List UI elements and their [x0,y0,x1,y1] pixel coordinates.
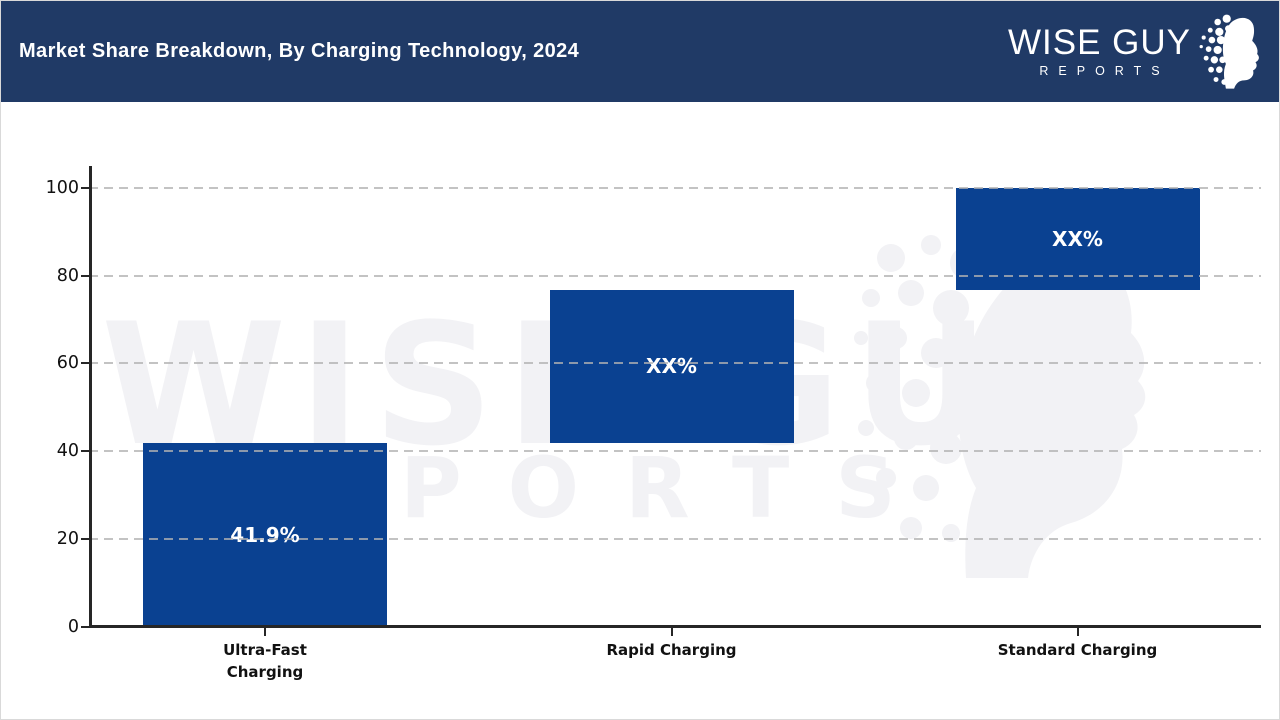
y-tick-label: 0 [67,616,79,637]
bar-value-label: XX% [1052,227,1103,252]
y-tick-label: 60 [56,353,79,374]
bar-value-label: 41.9% [230,522,300,547]
y-tick-label: 20 [56,528,79,549]
y-tick-label: 40 [56,441,79,462]
x-tick-mark [264,628,266,636]
y-tick-label: 80 [56,265,79,286]
x-axis-line [89,625,1261,628]
gridline-100 [89,187,1261,189]
y-axis-line [89,166,92,628]
bar-rapid-charging: XX% [549,290,794,443]
x-axis-label: Ultra-Fast Charging [223,641,307,681]
gridline-80 [89,274,1261,277]
x-axis-label: Rapid Charging [606,641,737,659]
logo-head-icon [1199,14,1259,89]
y-tick-label: 100 [45,178,79,198]
x-tick-mark [1076,628,1079,636]
y-tick-mark [81,625,89,628]
logo-wordmark: WISE GUY [1007,23,1191,63]
y-tick-mark [81,187,89,189]
gridline-60 [89,362,1261,365]
header: Market Share Breakdown, By Charging Tech… [1,1,1279,102]
wiseguy-logo: WISE GUY REPORTS [1008,8,1267,96]
y-tick-mark [81,537,89,540]
y-tick-mark [81,450,89,453]
page-title: Market Share Breakdown, By Charging Tech… [19,40,580,62]
gridline-20 [89,537,1261,540]
watermark-head-icon [854,235,1146,578]
y-tick-mark [81,362,89,365]
logo-subtitle: REPORTS [1039,63,1170,78]
y-tick-mark [81,274,89,277]
gridline-40 [89,450,1261,453]
bar-ultra-fast-charging: 41.9% [143,442,387,627]
x-axis-label: Standard Charging [997,641,1158,659]
logo-text: WISE GUY REPORTS [1007,23,1191,78]
x-tick-mark [670,628,673,636]
bar-value-label: XX% [646,354,697,379]
bar-standard-charging: XX% [955,188,1200,291]
